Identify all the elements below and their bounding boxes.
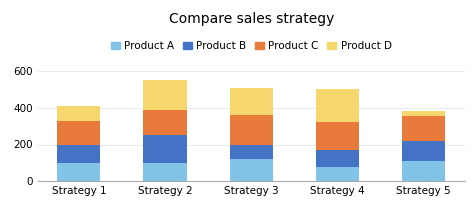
Bar xyxy=(230,159,273,181)
Bar xyxy=(402,116,445,141)
Bar xyxy=(230,88,273,115)
Bar xyxy=(316,122,359,150)
Bar xyxy=(57,106,100,121)
Bar xyxy=(144,80,187,110)
Bar xyxy=(402,111,445,116)
Bar xyxy=(230,115,273,145)
Title: Compare sales strategy: Compare sales strategy xyxy=(169,12,334,26)
Bar xyxy=(316,150,359,167)
Bar xyxy=(316,167,359,181)
Bar xyxy=(316,88,359,122)
Bar xyxy=(57,145,100,163)
Bar xyxy=(144,163,187,181)
Bar xyxy=(402,161,445,181)
Bar xyxy=(402,141,445,161)
Bar xyxy=(144,110,187,135)
Bar xyxy=(57,121,100,145)
Bar xyxy=(57,163,100,181)
Bar xyxy=(230,145,273,159)
Bar xyxy=(144,135,187,163)
Legend: Product A, Product B, Product C, Product D: Product A, Product B, Product C, Product… xyxy=(111,41,392,51)
